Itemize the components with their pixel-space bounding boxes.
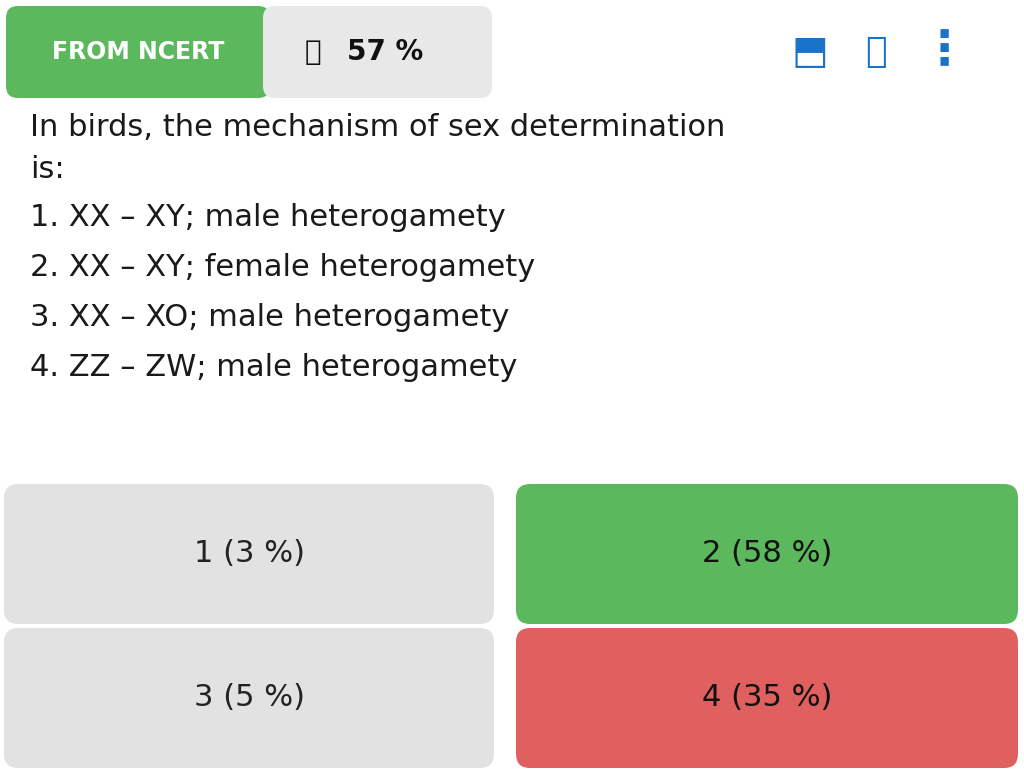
Text: 57 %: 57 % — [347, 38, 423, 66]
Text: ⋮: ⋮ — [921, 30, 968, 74]
Text: FROM NCERT: FROM NCERT — [52, 40, 224, 64]
Text: 2. XX – XY; female heterogamety: 2. XX – XY; female heterogamety — [30, 253, 536, 282]
FancyBboxPatch shape — [6, 6, 270, 98]
Text: 4. ZZ – ZW; male heterogamety: 4. ZZ – ZW; male heterogamety — [30, 353, 517, 382]
Text: 3 (5 %): 3 (5 %) — [194, 683, 304, 712]
Text: 3. XX – XO; male heterogamety: 3. XX – XO; male heterogamety — [30, 303, 509, 332]
FancyBboxPatch shape — [516, 484, 1018, 624]
Text: 2 (58 %): 2 (58 %) — [701, 540, 833, 569]
Text: 🔖: 🔖 — [865, 35, 887, 69]
Text: is:: is: — [30, 156, 65, 185]
Text: 👍: 👍 — [305, 38, 322, 66]
FancyBboxPatch shape — [516, 628, 1018, 768]
Text: In birds, the mechanism of sex determination: In birds, the mechanism of sex determina… — [30, 113, 725, 142]
Text: 1 (3 %): 1 (3 %) — [194, 540, 304, 569]
Text: 4 (35 %): 4 (35 %) — [701, 683, 833, 712]
Text: ⬒: ⬒ — [792, 33, 828, 71]
Text: 1. XX – XY; male heterogamety: 1. XX – XY; male heterogamety — [30, 203, 506, 232]
FancyBboxPatch shape — [4, 484, 494, 624]
FancyBboxPatch shape — [4, 628, 494, 768]
FancyBboxPatch shape — [263, 6, 492, 98]
